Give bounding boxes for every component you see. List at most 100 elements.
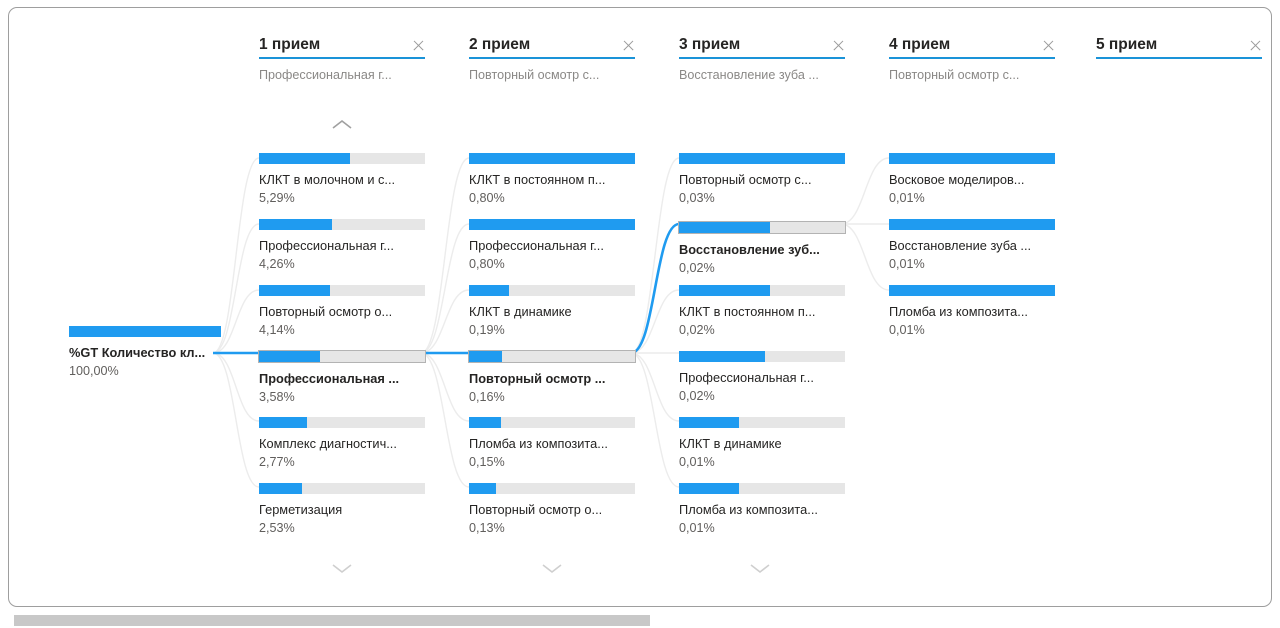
node-label: КЛКТ в динамике (469, 304, 572, 319)
column-title[interactable]: 4 прием (889, 36, 951, 53)
tree-node[interactable]: КЛКТ в динамике 0,01% (679, 417, 845, 470)
bar-fill (679, 417, 739, 428)
close-icon[interactable] (1042, 39, 1055, 52)
bar-fill (69, 326, 221, 337)
node-label: Повторный осмотр о... (469, 502, 603, 517)
scroll-up-chevron-column-1[interactable] (329, 118, 355, 132)
bar-fill (889, 285, 1055, 296)
node-value: 5,29% (259, 191, 295, 205)
bar-track (259, 285, 425, 296)
node-value: 0,01% (889, 257, 925, 271)
tree-node[interactable]: Пломба из композита... 0,01% (679, 483, 845, 536)
column-header-row: 5 прием (1096, 36, 1262, 59)
column-header-row: 2 прием (469, 36, 635, 59)
bar-track (259, 417, 425, 428)
tree-node[interactable]: Профессиональная г... 0,02% (679, 351, 845, 404)
tree-node-selected[interactable]: Восстановление зуб... 0,02% (678, 221, 846, 276)
node-label: Профессиональная ... (259, 371, 400, 386)
tree-node[interactable]: КЛКТ в динамике 0,19% (469, 285, 635, 338)
tree-node[interactable]: Профессиональная г... 0,80% (469, 219, 635, 272)
tree-node[interactable]: Восстановление зуба ... 0,01% (889, 219, 1055, 272)
node-value: 0,02% (679, 323, 715, 337)
node-value: 0,16% (469, 390, 505, 404)
node-bar (259, 219, 425, 230)
bar-track (259, 219, 425, 230)
node-label: Повторный осмотр ... (469, 371, 606, 386)
node-bar (678, 221, 846, 234)
bar-fill (679, 285, 771, 296)
column-subtitle: Повторный осмотр с... (469, 68, 600, 82)
node-label: Пломба из композита... (679, 502, 818, 517)
node-value: 0,01% (679, 455, 715, 469)
node-value: 3,58% (259, 390, 295, 404)
node-bar (679, 417, 845, 428)
tree-node[interactable]: Повторный осмотр о... 0,13% (469, 483, 635, 536)
bar-fill (469, 483, 496, 494)
column-header-2: 2 прием Повторный осмотр с... (469, 36, 635, 83)
column-subtitle: Восстановление зуба ... (679, 68, 819, 82)
node-label: Герметизация (259, 502, 343, 517)
tree-node[interactable]: КЛКТ в молочном и с... 5,29% (259, 153, 425, 206)
column-header-row: 4 прием (889, 36, 1055, 59)
node-bar (468, 350, 636, 363)
tree-node[interactable]: Комплекс диагностич... 2,77% (259, 417, 425, 470)
tree-node[interactable]: Профессиональная г... 4,26% (259, 219, 425, 272)
column-title[interactable]: 2 прием (469, 36, 531, 53)
node-label: Восковое моделиров... (889, 172, 1025, 187)
bar-fill (469, 285, 509, 296)
bar-fill (259, 285, 331, 296)
node-value: 0,80% (469, 257, 505, 271)
node-value: 4,14% (259, 323, 295, 337)
scroll-down-chevron-column-1[interactable] (329, 561, 355, 575)
column-title[interactable]: 5 прием (1096, 36, 1158, 53)
close-icon[interactable] (412, 39, 425, 52)
scroll-down-chevron-column-2[interactable] (539, 561, 565, 575)
node-value: 0,13% (469, 521, 505, 535)
tree-root-node[interactable]: %GT Количество кл... 100,00% (69, 326, 221, 379)
bar-fill (679, 153, 845, 164)
bar-track (469, 285, 635, 296)
bar-track (259, 351, 425, 362)
root-node-label: %GT Количество кл... (69, 345, 206, 360)
column-subtitle: Профессиональная г... (259, 68, 392, 82)
horizontal-scrollbar[interactable] (0, 615, 1280, 628)
close-icon[interactable] (1249, 39, 1262, 52)
node-bar (258, 350, 426, 363)
close-icon[interactable] (832, 39, 845, 52)
column-title[interactable]: 1 прием (259, 36, 321, 53)
column-header-4: 4 прием Повторный осмотр с... (889, 36, 1055, 83)
horizontal-scrollbar-thumb[interactable] (14, 615, 650, 626)
node-bar (259, 483, 425, 494)
node-bar (889, 219, 1055, 230)
tree-node[interactable]: Герметизация 2,53% (259, 483, 425, 536)
decomposition-tree-visual: %GT Количество кл... 100,00% 1 прием Про… (8, 7, 1272, 607)
bar-fill (679, 222, 771, 233)
column-title[interactable]: 3 прием (679, 36, 741, 53)
node-value: 0,80% (469, 191, 505, 205)
node-bar (679, 483, 845, 494)
root-node-value: 100,00% (69, 364, 119, 378)
close-icon[interactable] (622, 39, 635, 52)
tree-node[interactable]: Пломба из композита... 0,15% (469, 417, 635, 470)
node-label: Профессиональная г... (469, 238, 604, 253)
tree-node[interactable]: Восковое моделиров... 0,01% (889, 153, 1055, 206)
node-value: 0,03% (679, 191, 715, 205)
tree-node[interactable]: Пломба из композита... 0,01% (889, 285, 1055, 338)
tree-node[interactable]: Повторный осмотр с... 0,03% (679, 153, 845, 206)
tree-node[interactable]: КЛКТ в постоянном п... 0,02% (679, 285, 845, 338)
node-label: КЛКТ в динамике (679, 436, 782, 451)
tree-node-selected[interactable]: Профессиональная ... 3,58% (258, 350, 426, 405)
node-bar (679, 285, 845, 296)
tree-node[interactable]: КЛКТ в постоянном п... 0,80% (469, 153, 635, 206)
column-header-1: 1 прием Профессиональная г... (259, 36, 425, 83)
column-header-row: 1 прием (259, 36, 425, 59)
node-label: Пломба из композита... (889, 304, 1028, 319)
node-value: 0,02% (679, 261, 715, 275)
scroll-down-chevron-column-3[interactable] (747, 561, 773, 575)
tree-node[interactable]: Повторный осмотр о... 4,14% (259, 285, 425, 338)
node-bar (259, 285, 425, 296)
node-bar (469, 483, 635, 494)
node-label: Повторный осмотр о... (259, 304, 393, 319)
tree-node-selected[interactable]: Повторный осмотр ... 0,16% (468, 350, 636, 405)
node-label: КЛКТ в постоянном п... (679, 304, 816, 319)
